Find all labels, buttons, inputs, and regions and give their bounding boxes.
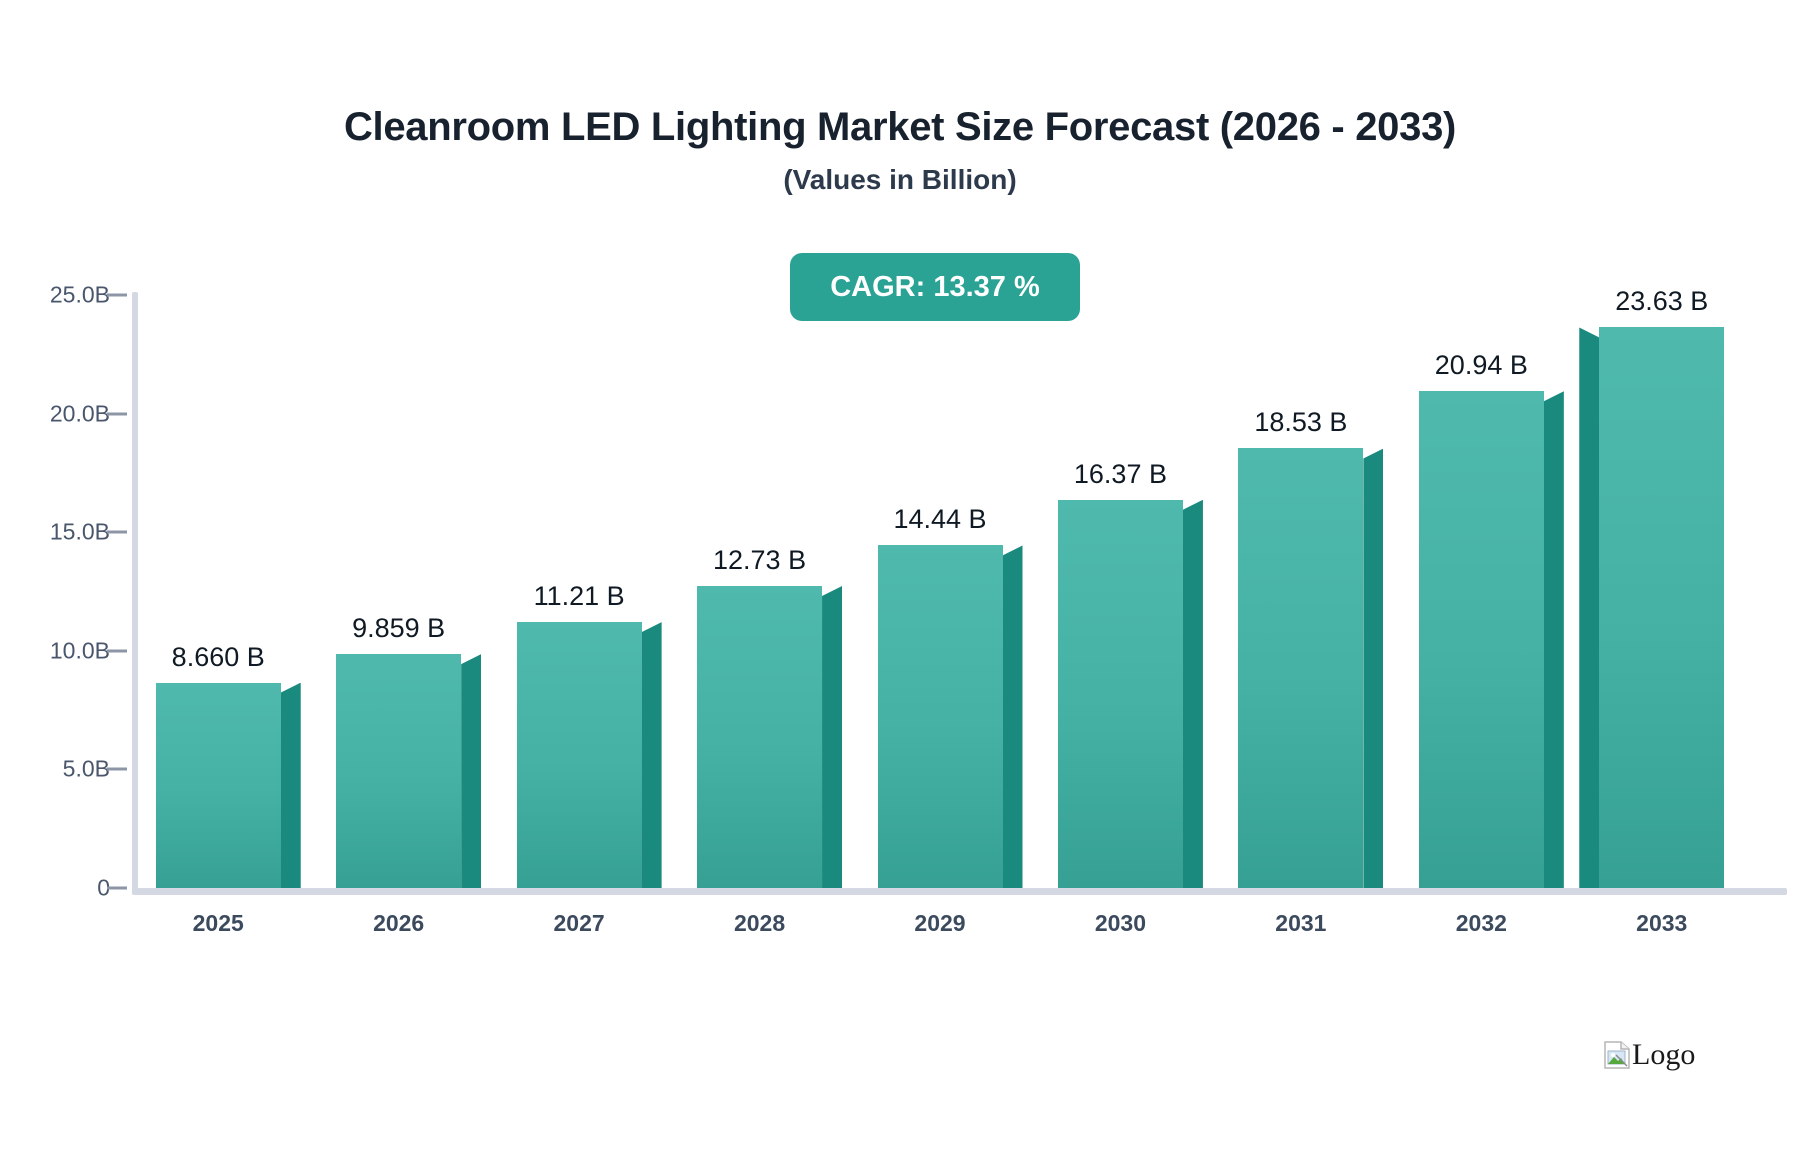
bar-side-face <box>641 622 662 888</box>
bar-value-label: 18.53 B <box>1254 407 1348 438</box>
x-axis-tick-label-2026: 2026 <box>373 910 425 936</box>
logo-alt-text: Logo <box>1632 1038 1696 1071</box>
x-axis-tick-label-2029: 2029 <box>914 910 966 936</box>
y-axis-tick-label: 10.0B <box>49 637 110 664</box>
y-axis-line <box>132 292 138 894</box>
x-axis-line <box>132 888 1787 895</box>
bar-value-label: 20.94 B <box>1434 350 1528 381</box>
bar-2030: 16.37 B <box>1057 459 1203 888</box>
bar-side-face <box>280 682 301 888</box>
y-axis-tick-mark <box>107 530 127 534</box>
bar-side-face <box>1579 327 1600 888</box>
bar-face <box>1057 499 1183 888</box>
bar-face <box>1238 448 1364 888</box>
y-axis-tick-mark <box>107 293 127 297</box>
y-axis-tick-label: 15.0B <box>49 518 110 545</box>
x-axis-tick-label-2025: 2025 <box>192 910 244 936</box>
bar-value-label: 23.63 B <box>1615 286 1709 317</box>
bar-2029: 14.44 B <box>877 504 1023 888</box>
cagr-badge: CAGR: 13.37 % <box>790 253 1080 321</box>
x-axis-tick-label-2030: 2030 <box>1094 910 1147 936</box>
broken-image-icon <box>1604 1041 1630 1069</box>
chart-subtitle: (Values in Billion) <box>783 164 1017 195</box>
y-axis-tick-mark <box>107 886 127 890</box>
x-axis-tick-label-2032: 2032 <box>1455 910 1507 936</box>
bar-face <box>697 586 823 888</box>
bar-value-label: 11.21 B <box>533 581 625 612</box>
bar-side-face <box>1543 391 1564 888</box>
y-axis-tick-mark <box>107 412 127 416</box>
bar-face <box>336 654 462 888</box>
chart-title: Cleanroom LED Lighting Market Size Forec… <box>343 105 1457 149</box>
y-axis-tick-label: 5.0B <box>62 755 110 782</box>
bar-2033: 23.63 B <box>1579 286 1725 888</box>
bar-2031: 18.53 B <box>1238 407 1384 888</box>
bar-face <box>877 545 1003 888</box>
bar-value-label: 8.660 B <box>171 641 265 672</box>
bar-side-face <box>822 586 843 888</box>
x-axis-tick-label-2031: 2031 <box>1275 910 1327 936</box>
bar-2027: 11.21 B <box>516 581 662 888</box>
x-axis-tick-label-2027: 2027 <box>553 910 605 936</box>
bar-face <box>155 682 281 888</box>
y-axis-tick-label: 20.0B <box>49 400 110 427</box>
chart-title-block: Cleanroom LED Lighting Market Size Forec… <box>0 105 1800 196</box>
bar-side-face <box>1363 448 1384 888</box>
y-axis-tick-mark <box>107 649 127 653</box>
y-axis-tick-mark <box>107 767 127 771</box>
bar-2032: 20.94 B <box>1418 350 1564 888</box>
y-axis-tick-label: 0 <box>97 874 110 901</box>
bar-side-face <box>1002 545 1023 888</box>
bar-2028: 12.73 B <box>697 545 843 888</box>
bar-value-label: 16.37 B <box>1073 458 1167 489</box>
bar-side-face <box>1182 499 1203 888</box>
bar-face <box>516 622 642 888</box>
bar-side-face <box>461 654 482 888</box>
bar-2025: 8.660 B <box>155 642 301 888</box>
bar-value-label: 12.73 B <box>713 545 807 576</box>
x-axis-tick-label-2033: 2033 <box>1636 910 1688 936</box>
bar-value-label: 14.44 B <box>893 504 987 535</box>
bar-value-label: 9.859 B <box>352 613 446 644</box>
logo: Logo <box>1604 1040 1695 1070</box>
bar-2026: 9.859 B <box>336 613 482 888</box>
y-axis-tick-label: 25.0B <box>49 281 110 308</box>
x-axis-tick-label-2028: 2028 <box>733 910 786 936</box>
bar-face <box>1599 327 1725 888</box>
bar-face <box>1418 391 1544 888</box>
